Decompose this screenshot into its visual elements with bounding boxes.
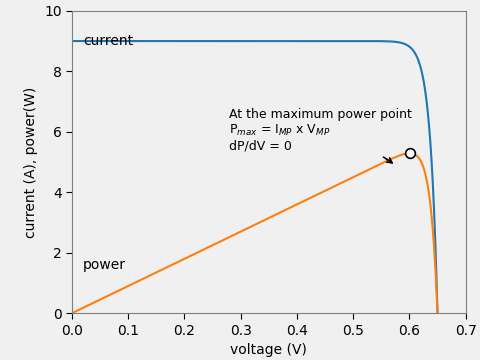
- Text: current: current: [83, 34, 133, 48]
- Text: power: power: [83, 258, 126, 273]
- X-axis label: voltage (V): voltage (V): [230, 343, 307, 357]
- Y-axis label: current (A), power(W): current (A), power(W): [24, 86, 38, 238]
- Text: At the maximum power point
P$_{max}$ = I$_{MP}$ x V$_{MP}$
dP/dV = 0: At the maximum power point P$_{max}$ = I…: [229, 108, 412, 163]
